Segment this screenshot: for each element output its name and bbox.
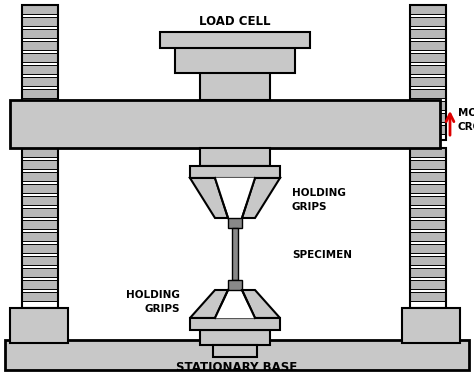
Text: LOAD CELL: LOAD CELL bbox=[199, 15, 271, 28]
Bar bbox=[22, 244, 58, 253]
Bar bbox=[10, 100, 440, 148]
Polygon shape bbox=[215, 296, 255, 318]
Bar bbox=[175, 45, 295, 73]
Text: HOLDING
GRIPS: HOLDING GRIPS bbox=[126, 290, 180, 313]
Bar bbox=[22, 148, 58, 157]
Bar bbox=[410, 160, 446, 169]
Bar bbox=[228, 280, 242, 290]
Bar bbox=[22, 268, 58, 277]
Bar bbox=[22, 208, 58, 217]
Bar bbox=[232, 228, 238, 280]
Polygon shape bbox=[190, 178, 228, 218]
Bar bbox=[22, 41, 58, 50]
Bar bbox=[410, 101, 446, 110]
Bar bbox=[410, 148, 446, 157]
Bar bbox=[22, 148, 58, 308]
Bar bbox=[410, 196, 446, 205]
Bar bbox=[410, 184, 446, 193]
Bar bbox=[410, 41, 446, 50]
Bar bbox=[200, 330, 270, 345]
Bar bbox=[410, 29, 446, 38]
Bar bbox=[190, 166, 280, 178]
Bar bbox=[22, 65, 58, 74]
Bar bbox=[22, 232, 58, 241]
Bar bbox=[410, 5, 446, 140]
Bar bbox=[410, 65, 446, 74]
Bar bbox=[200, 148, 270, 166]
Text: MOVING
CROSSHEAD: MOVING CROSSHEAD bbox=[458, 108, 474, 132]
Bar bbox=[410, 89, 446, 98]
Bar bbox=[22, 292, 58, 301]
Bar bbox=[22, 89, 58, 98]
Bar bbox=[410, 53, 446, 62]
Bar bbox=[213, 345, 257, 357]
Bar bbox=[22, 17, 58, 26]
Bar bbox=[22, 196, 58, 205]
Bar bbox=[10, 308, 68, 343]
Bar bbox=[410, 232, 446, 241]
Bar bbox=[22, 29, 58, 38]
Text: SPECIMEN: SPECIMEN bbox=[292, 250, 352, 260]
Polygon shape bbox=[242, 178, 280, 218]
Bar bbox=[22, 172, 58, 181]
Bar bbox=[410, 268, 446, 277]
Bar bbox=[410, 113, 446, 122]
Bar bbox=[410, 244, 446, 253]
Bar bbox=[410, 77, 446, 86]
Bar bbox=[410, 172, 446, 181]
Bar bbox=[22, 113, 58, 122]
Text: HOLDING
GRIPS: HOLDING GRIPS bbox=[292, 188, 346, 211]
Bar bbox=[228, 218, 242, 228]
Text: STATIONARY BASE: STATIONARY BASE bbox=[176, 361, 298, 374]
Bar bbox=[22, 77, 58, 86]
Bar bbox=[22, 160, 58, 169]
Bar bbox=[22, 5, 58, 140]
Bar bbox=[22, 184, 58, 193]
Bar bbox=[22, 101, 58, 110]
Bar bbox=[410, 125, 446, 134]
Bar bbox=[22, 5, 58, 14]
Bar bbox=[410, 292, 446, 301]
Bar bbox=[410, 220, 446, 229]
Bar bbox=[22, 125, 58, 134]
Bar bbox=[410, 148, 446, 308]
Bar bbox=[5, 340, 469, 370]
Bar bbox=[22, 220, 58, 229]
Bar bbox=[190, 318, 280, 330]
Bar bbox=[410, 5, 446, 14]
Bar bbox=[160, 32, 310, 48]
Polygon shape bbox=[215, 178, 255, 212]
Polygon shape bbox=[190, 290, 228, 318]
Bar bbox=[410, 280, 446, 289]
Bar bbox=[22, 256, 58, 265]
Bar bbox=[410, 17, 446, 26]
Bar bbox=[402, 308, 460, 343]
Polygon shape bbox=[242, 290, 280, 318]
Bar bbox=[410, 256, 446, 265]
Bar bbox=[200, 70, 270, 100]
Bar bbox=[22, 280, 58, 289]
Bar bbox=[410, 208, 446, 217]
Bar bbox=[22, 53, 58, 62]
